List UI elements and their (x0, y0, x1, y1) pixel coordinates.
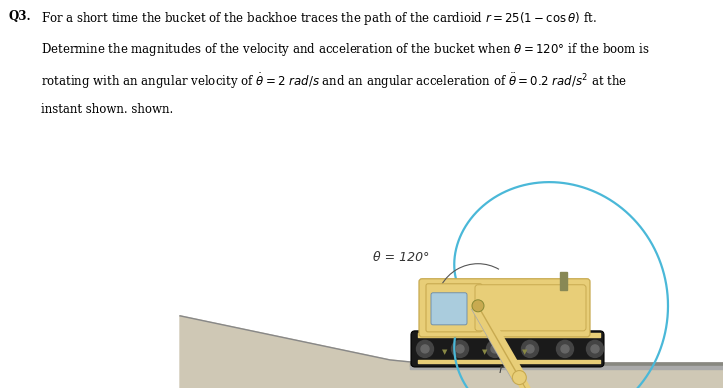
Text: Q3.: Q3. (9, 10, 31, 23)
Text: rotating with an angular velocity of $\dot{\theta} = 2\ \mathit{rad/s}$ and an a: rotating with an angular velocity of $\d… (41, 72, 628, 91)
FancyBboxPatch shape (475, 285, 586, 331)
Circle shape (561, 345, 569, 353)
FancyBboxPatch shape (431, 293, 467, 325)
Circle shape (472, 300, 484, 312)
Circle shape (521, 340, 539, 357)
Circle shape (526, 345, 534, 353)
Circle shape (421, 345, 429, 353)
Text: ▼: ▼ (442, 349, 448, 355)
Circle shape (487, 340, 503, 357)
Text: θ = 120°: θ = 120° (373, 251, 429, 264)
Text: r: r (499, 363, 504, 376)
Text: instant shown. shown.: instant shown. shown. (41, 103, 174, 116)
Text: ▼: ▼ (482, 349, 488, 355)
Circle shape (591, 345, 599, 353)
Text: ▼: ▼ (522, 349, 528, 355)
Polygon shape (180, 316, 723, 388)
Bar (560, 272, 567, 290)
FancyBboxPatch shape (411, 331, 604, 367)
Text: Determine the magnitudes of the velocity and acceleration of the bucket when $\t: Determine the magnitudes of the velocity… (41, 41, 650, 58)
Circle shape (513, 371, 526, 385)
Circle shape (456, 345, 464, 353)
Circle shape (416, 340, 434, 357)
Circle shape (491, 345, 499, 353)
FancyBboxPatch shape (426, 284, 482, 332)
Circle shape (586, 340, 604, 357)
Circle shape (451, 340, 469, 357)
Circle shape (557, 340, 573, 357)
Text: For a short time the bucket of the backhoe traces the path of the cardioid $r = : For a short time the bucket of the backh… (41, 10, 597, 27)
FancyBboxPatch shape (419, 279, 590, 337)
